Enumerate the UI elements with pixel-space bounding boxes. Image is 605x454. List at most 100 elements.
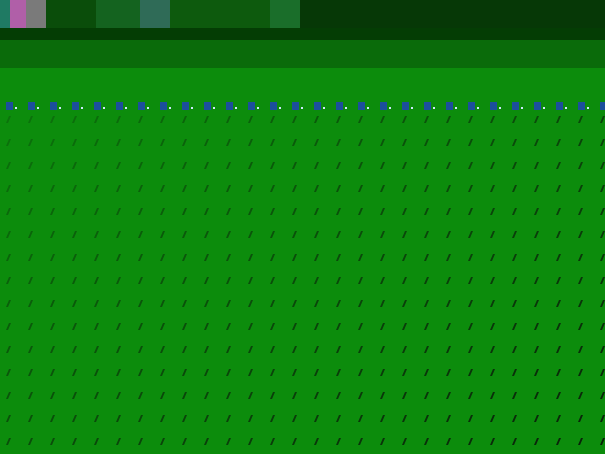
cell-glyph bbox=[94, 277, 99, 284]
header-accent-dot bbox=[389, 107, 391, 109]
cell-glyph bbox=[358, 415, 363, 422]
cell-glyph bbox=[314, 323, 319, 330]
cell-glyph bbox=[270, 277, 275, 284]
cell-glyph bbox=[94, 323, 99, 330]
cell-glyph bbox=[94, 369, 99, 376]
cell-glyph bbox=[182, 369, 187, 376]
cell-glyph bbox=[402, 369, 407, 376]
cell-glyph bbox=[424, 208, 429, 215]
cell-glyph bbox=[138, 139, 143, 146]
cell-glyph bbox=[116, 415, 121, 422]
cell-glyph bbox=[116, 323, 121, 330]
cell-glyph bbox=[468, 369, 473, 376]
header-accent-dot bbox=[323, 107, 325, 109]
cell-glyph bbox=[336, 415, 341, 422]
table-body-grid bbox=[0, 112, 605, 454]
cell-glyph bbox=[270, 392, 275, 399]
cell-glyph bbox=[50, 415, 55, 422]
cell-glyph bbox=[248, 323, 253, 330]
cell-glyph bbox=[556, 369, 561, 376]
cell-glyph bbox=[578, 300, 583, 307]
cell-glyph bbox=[468, 139, 473, 146]
cell-glyph bbox=[600, 438, 605, 445]
cell-glyph bbox=[490, 392, 495, 399]
header-mark bbox=[578, 102, 585, 110]
header-mark bbox=[138, 102, 145, 110]
cell-glyph bbox=[358, 300, 363, 307]
cell-glyph bbox=[226, 392, 231, 399]
cell-glyph bbox=[248, 300, 253, 307]
cell-glyph bbox=[490, 116, 495, 123]
cell-glyph bbox=[182, 392, 187, 399]
cell-glyph bbox=[556, 185, 561, 192]
header-accent-dot bbox=[103, 107, 105, 109]
cell-glyph bbox=[446, 415, 451, 422]
cell-glyph bbox=[6, 323, 11, 330]
cell-glyph bbox=[72, 300, 77, 307]
cell-glyph bbox=[160, 116, 165, 123]
cell-glyph bbox=[6, 208, 11, 215]
header-mark bbox=[490, 102, 497, 110]
cell-glyph bbox=[116, 277, 121, 284]
cell-glyph bbox=[336, 139, 341, 146]
cell-glyph bbox=[468, 300, 473, 307]
cell-glyph bbox=[160, 300, 165, 307]
cell-glyph bbox=[600, 162, 605, 169]
cell-glyph bbox=[314, 162, 319, 169]
cell-glyph bbox=[402, 162, 407, 169]
cell-glyph bbox=[270, 208, 275, 215]
cell-glyph bbox=[248, 208, 253, 215]
cell-glyph bbox=[578, 254, 583, 261]
cell-glyph bbox=[490, 415, 495, 422]
cell-glyph bbox=[600, 300, 605, 307]
cell-glyph bbox=[160, 438, 165, 445]
cell-glyph bbox=[556, 208, 561, 215]
cell-glyph bbox=[424, 415, 429, 422]
cell-glyph bbox=[182, 300, 187, 307]
cell-glyph bbox=[336, 208, 341, 215]
cell-glyph bbox=[556, 346, 561, 353]
cell-glyph bbox=[226, 346, 231, 353]
cell-glyph bbox=[468, 231, 473, 238]
cell-glyph bbox=[578, 162, 583, 169]
cell-glyph bbox=[94, 185, 99, 192]
cell-glyph bbox=[182, 323, 187, 330]
cell-glyph bbox=[446, 392, 451, 399]
cell-glyph bbox=[204, 438, 209, 445]
cell-glyph bbox=[204, 254, 209, 261]
cell-glyph bbox=[182, 438, 187, 445]
cell-glyph bbox=[336, 254, 341, 261]
cell-glyph bbox=[556, 438, 561, 445]
cell-glyph bbox=[380, 116, 385, 123]
cell-glyph bbox=[424, 162, 429, 169]
cell-glyph bbox=[336, 323, 341, 330]
cell-glyph bbox=[468, 392, 473, 399]
cell-glyph bbox=[50, 162, 55, 169]
cell-glyph bbox=[556, 231, 561, 238]
cell-glyph bbox=[380, 185, 385, 192]
cell-glyph bbox=[578, 277, 583, 284]
cell-glyph bbox=[182, 254, 187, 261]
cell-glyph bbox=[490, 323, 495, 330]
cell-glyph bbox=[578, 438, 583, 445]
cell-glyph bbox=[314, 254, 319, 261]
header-mark bbox=[292, 102, 299, 110]
cell-glyph bbox=[358, 162, 363, 169]
cell-glyph bbox=[248, 277, 253, 284]
header-mark bbox=[446, 102, 453, 110]
cell-glyph bbox=[336, 185, 341, 192]
cell-glyph bbox=[358, 116, 363, 123]
header-accent-dot bbox=[587, 107, 589, 109]
cell-glyph bbox=[116, 185, 121, 192]
cell-glyph bbox=[402, 208, 407, 215]
cell-glyph bbox=[28, 116, 33, 123]
cell-glyph bbox=[380, 346, 385, 353]
cell-glyph bbox=[182, 231, 187, 238]
cell-glyph bbox=[204, 300, 209, 307]
cell-glyph bbox=[28, 139, 33, 146]
cell-glyph bbox=[578, 139, 583, 146]
cell-glyph bbox=[6, 139, 11, 146]
cell-glyph bbox=[534, 162, 539, 169]
cell-glyph bbox=[402, 323, 407, 330]
cell-glyph bbox=[512, 254, 517, 261]
